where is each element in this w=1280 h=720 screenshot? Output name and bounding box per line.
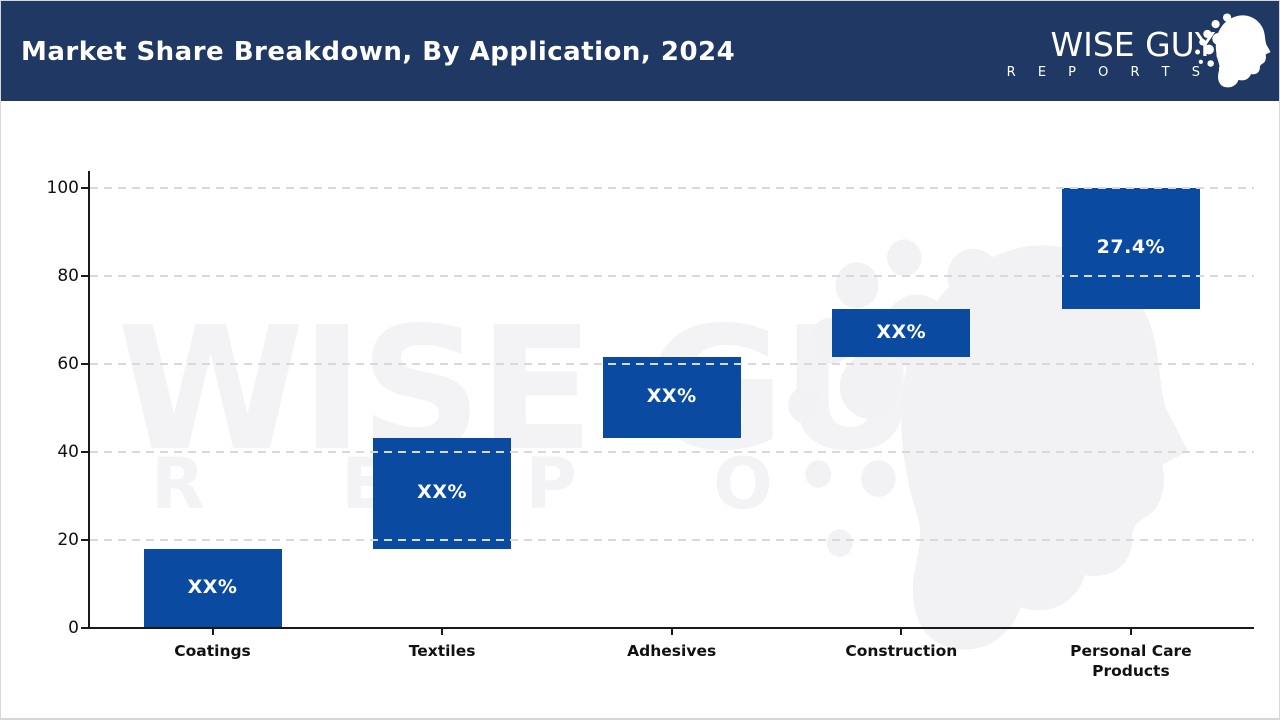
bar-textiles bbox=[373, 437, 512, 549]
bar-value-label: XX% bbox=[187, 576, 238, 599]
y-tick-label-60: 60 bbox=[57, 354, 79, 374]
y-tick-40 bbox=[81, 451, 90, 453]
x-tick-2 bbox=[670, 628, 673, 635]
y-axis-line bbox=[88, 171, 90, 629]
x-tick-1 bbox=[441, 628, 444, 635]
y-tick-label-0: 0 bbox=[68, 618, 79, 638]
wise-guy-logo: WISE GUY R E P O R T S bbox=[1007, 7, 1273, 95]
category-label-line: Adhesives bbox=[627, 642, 717, 660]
bar-value-label: XX% bbox=[417, 481, 468, 504]
y-tick-80 bbox=[81, 275, 90, 277]
category-label-line: Construction bbox=[845, 642, 958, 660]
logo-wordmark: WISE GUY bbox=[1050, 25, 1215, 64]
bar-personal-care-products bbox=[1061, 188, 1200, 309]
y-tick-label-20: 20 bbox=[57, 530, 79, 550]
header-bar: Market Share Breakdown, By Application, … bbox=[1, 1, 1279, 101]
y-tick-60 bbox=[81, 363, 90, 365]
logo-subtitle: R E P O R T S bbox=[1006, 65, 1209, 80]
bar-value-label: XX% bbox=[876, 320, 927, 343]
category-label-line: Coatings bbox=[174, 642, 251, 660]
bar-value-label: XX% bbox=[646, 385, 697, 408]
gridline-80 bbox=[90, 275, 1254, 277]
page-title: Market Share Breakdown, By Application, … bbox=[21, 37, 736, 67]
category-label-line: Products bbox=[1092, 662, 1170, 680]
gridline-20 bbox=[90, 539, 1254, 541]
category-label-line: Textiles bbox=[408, 642, 476, 660]
bar-adhesives bbox=[602, 356, 741, 438]
y-tick-100 bbox=[81, 187, 90, 189]
y-tick-0 bbox=[81, 627, 90, 629]
gridline-60 bbox=[90, 363, 1254, 365]
dotted-head-icon bbox=[1195, 13, 1271, 88]
bar-coatings bbox=[143, 548, 282, 628]
y-tick-20 bbox=[81, 539, 90, 541]
category-label-line: Personal Care bbox=[1070, 642, 1192, 660]
gridline-100 bbox=[90, 187, 1254, 189]
y-tick-label-40: 40 bbox=[57, 442, 79, 462]
x-tick-0 bbox=[211, 628, 214, 635]
x-tick-3 bbox=[900, 628, 903, 635]
y-tick-label-80: 80 bbox=[57, 266, 79, 286]
bar-value-label: 27.4% bbox=[1096, 236, 1166, 259]
gridline-40 bbox=[90, 451, 1254, 453]
y-tick-label-100: 100 bbox=[46, 178, 79, 198]
bar-construction bbox=[832, 308, 971, 357]
waterfall-chart: WISE GUY R E P O R T S 0 20 40 60 80 100 XX% Co… bbox=[1, 101, 1279, 718]
x-tick-4 bbox=[1129, 628, 1132, 635]
x-axis-line bbox=[88, 627, 1254, 629]
